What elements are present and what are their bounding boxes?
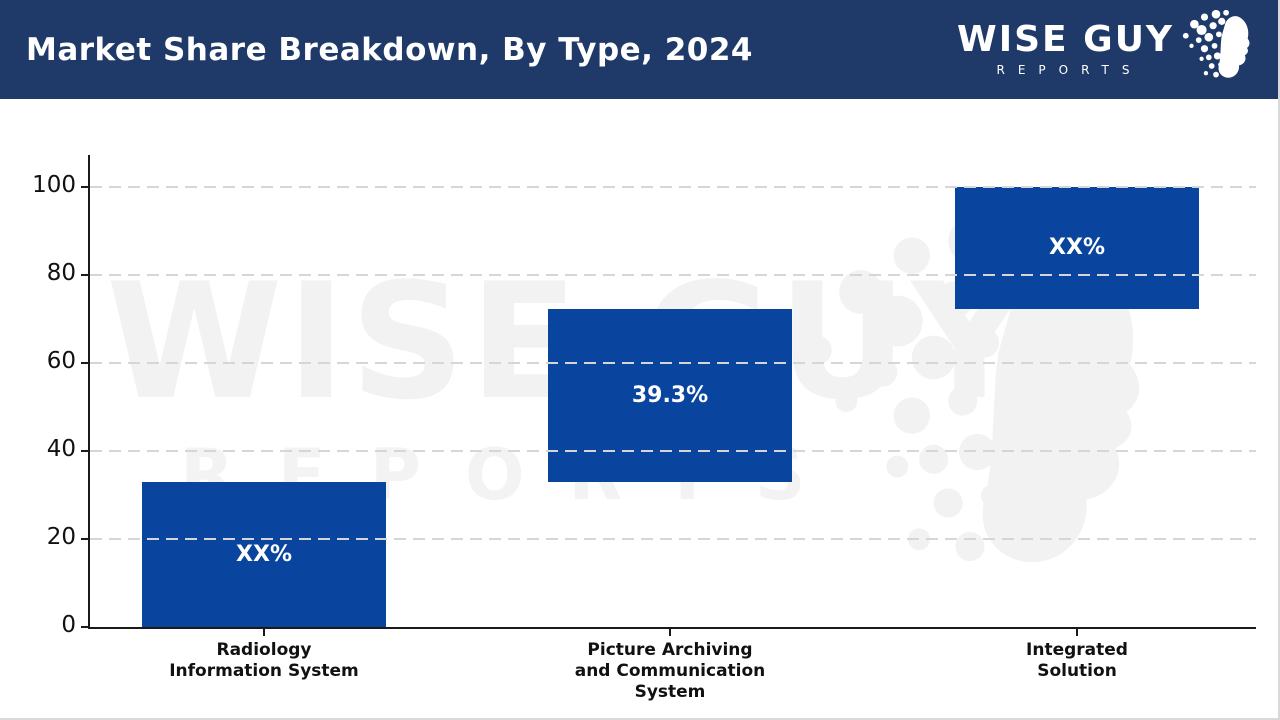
brand-subtitle: REPORTS [996,63,1143,77]
category-label-1: Radiology Information System [169,640,359,681]
category-label-2: Picture Archiving and Communication Syst… [574,640,766,702]
y-tick-0 [81,626,88,628]
header-bar: Market Share Breakdown, By Type, 2024 WI… [0,0,1278,99]
brand-name: WISE GUY [956,19,1174,60]
gridline-20 [90,538,1256,540]
x-tick-3 [1076,629,1078,636]
y-tick-40 [81,450,88,452]
gridline-40 [90,450,1256,452]
bar-1: XX% [142,481,386,627]
bar-2: 39.3% [548,308,792,482]
y-tick-100 [81,186,88,188]
gridline-100 [90,186,1256,188]
y-tick-label-0: 0 [61,612,76,638]
y-tick-80 [81,274,88,276]
bar-3: XX% [955,187,1199,309]
brand-face-icon [1180,8,1252,92]
bar-value-label-2: 39.3% [631,382,709,408]
x-tick-2 [669,629,671,636]
gridline-80 [90,274,1256,276]
y-tick-60 [81,362,88,364]
y-tick-label-60: 60 [46,348,76,374]
bar-value-label-1: XX% [236,541,292,567]
x-axis-line [88,627,1256,629]
y-tick-20 [81,538,88,540]
page-title: Market Share Breakdown, By Type, 2024 [26,31,754,68]
brand-logo-text: WISE GUY REPORTS [956,19,1174,78]
gridline-60 [90,362,1256,364]
y-tick-label-20: 20 [46,524,76,550]
x-tick-1 [263,629,265,636]
y-axis-line [88,155,90,629]
y-tick-label-40: 40 [46,436,76,462]
y-tick-label-100: 100 [32,172,76,198]
brand-logo: WISE GUY REPORTS [957,8,1252,92]
y-tick-label-80: 80 [46,260,76,286]
category-label-3: Integrated Solution [1026,640,1128,681]
bar-value-label-3: XX% [1049,235,1105,261]
